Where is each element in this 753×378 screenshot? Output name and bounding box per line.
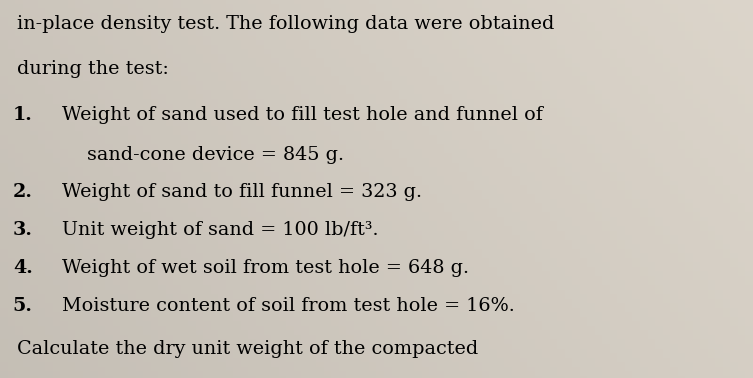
- Text: 4.: 4.: [13, 259, 32, 277]
- Text: 3.: 3.: [13, 221, 32, 239]
- Text: Unit weight of sand = 100 lb/ft³.: Unit weight of sand = 100 lb/ft³.: [62, 221, 378, 239]
- Text: during the test:: during the test:: [17, 60, 169, 79]
- Text: Calculate the dry unit weight of the compacted: Calculate the dry unit weight of the com…: [17, 340, 478, 358]
- Text: sand-cone device = 845 g.: sand-cone device = 845 g.: [87, 146, 343, 164]
- Text: Weight of sand to fill funnel = 323 g.: Weight of sand to fill funnel = 323 g.: [62, 183, 422, 201]
- Text: in-place density test. The following data were obtained: in-place density test. The following dat…: [17, 15, 554, 33]
- Text: 1.: 1.: [13, 106, 32, 124]
- Text: Weight of wet soil from test hole = 648 g.: Weight of wet soil from test hole = 648 …: [62, 259, 469, 277]
- Text: Moisture content of soil from test hole = 16%.: Moisture content of soil from test hole …: [62, 297, 514, 315]
- Text: 5.: 5.: [13, 297, 32, 315]
- Text: Weight of sand used to fill test hole and funnel of: Weight of sand used to fill test hole an…: [62, 106, 543, 124]
- Text: 2.: 2.: [13, 183, 32, 201]
